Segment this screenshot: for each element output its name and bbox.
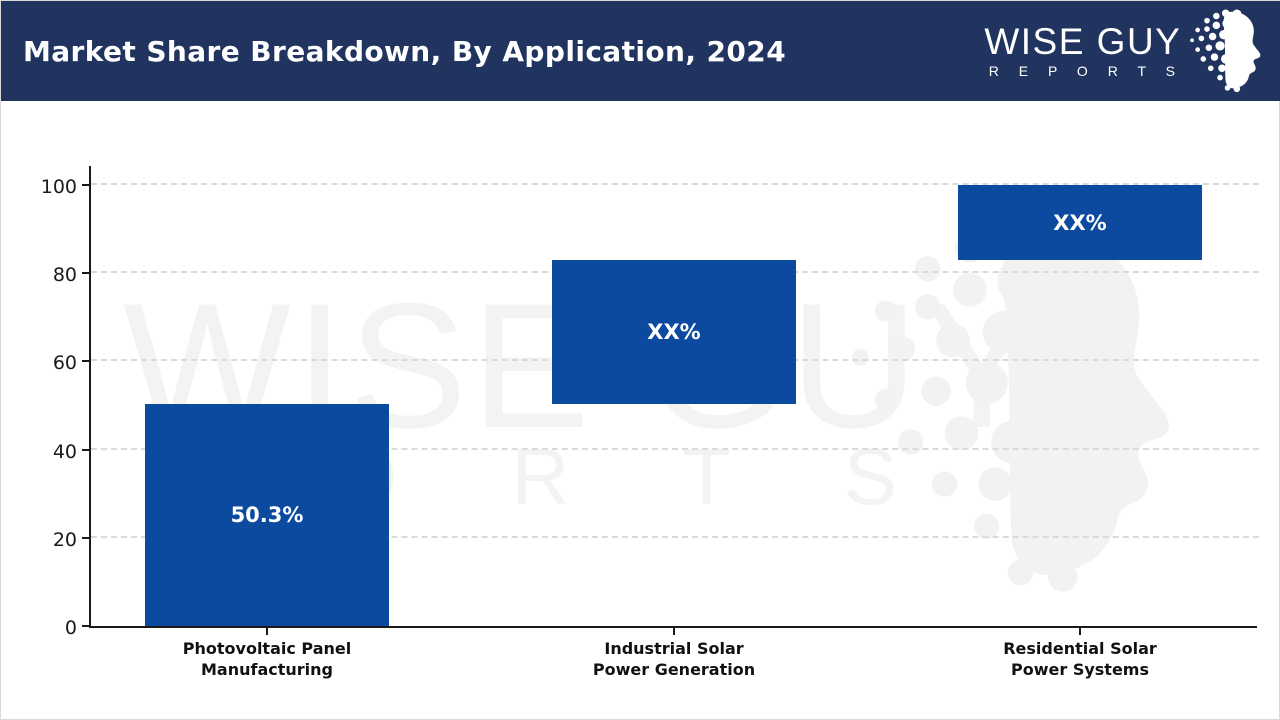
y-tick-label: 0 (64, 617, 77, 639)
header-bar: Market Share Breakdown, By Application, … (1, 1, 1280, 101)
x-tick-mark (673, 628, 675, 635)
y-tick-mark (82, 360, 89, 363)
x-tick-mark (266, 628, 268, 635)
x-axis-label-1: Photovoltaic Panel Manufacturing (182, 639, 352, 679)
y-tick-mark (82, 184, 89, 186)
y-tick-label: 60 (52, 352, 77, 375)
x-axis-label-2: Industrial Solar Power Generation (592, 639, 756, 679)
plot-area: 0 20 40 60 80 100 50.3% Photovoltaic Panel Manu… (41, 166, 1259, 679)
brand-logo-text: WISE GUY R E P O R T S (983, 21, 1183, 80)
gridline-y40 (91, 447, 1259, 450)
brand-name: WISE GUY (984, 21, 1182, 62)
brand-logo: WISE GUY R E P O R T S (983, 6, 1263, 96)
x-tick-mark (1079, 628, 1081, 635)
y-tick-label: 20 (52, 528, 77, 551)
brand-subtitle: R E P O R T S (988, 63, 1183, 79)
bar-segment-1: 50.3% (145, 404, 389, 626)
page-title: Market Share Breakdown, By Application, … (23, 34, 787, 68)
bar-segment-2: XX% (552, 259, 796, 405)
y-tick-label: 80 (52, 264, 77, 287)
bar-value-label: 50.3% (230, 503, 304, 528)
y-tick-mark (82, 448, 89, 451)
y-tick-mark (82, 625, 89, 627)
y-tick-mark (82, 536, 89, 539)
bar-value-label: XX% (1053, 210, 1107, 235)
y-tick-mark (82, 272, 89, 275)
gridline-y100 (91, 183, 1259, 185)
bar-value-label: XX% (647, 320, 701, 345)
gridline-y20 (91, 535, 1259, 538)
y-tick-label: 40 (52, 440, 77, 463)
brand-head-icon (1190, 9, 1261, 93)
y-tick-label: 100 (40, 176, 77, 198)
x-axis-label-3: Residential Solar Power Systems (1003, 639, 1157, 679)
bar-segment-3: XX% (958, 185, 1202, 260)
